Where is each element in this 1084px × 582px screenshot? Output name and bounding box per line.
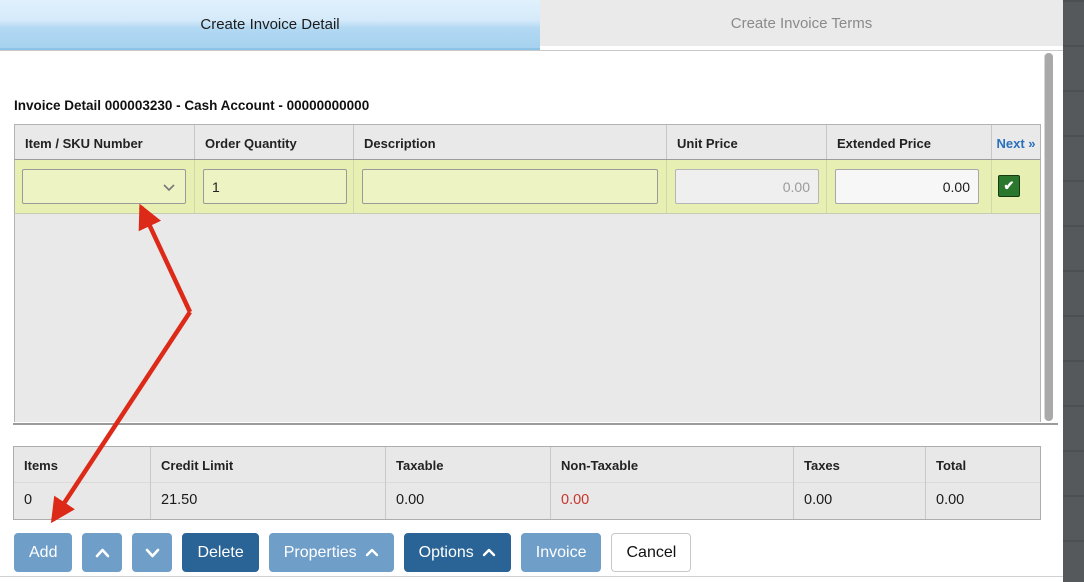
move-up-button[interactable] [82,533,123,572]
action-toolbar: Add Delete Properties Options Invoice Ca… [14,533,692,572]
summary-label: Taxes [794,447,925,483]
cancel-button-label: Cancel [626,543,677,561]
properties-button[interactable]: Properties [268,533,394,572]
summary-value: 0.00 [804,492,833,508]
invoice-button[interactable]: Invoice [520,533,602,572]
empty-table-area [14,214,1041,422]
summary-taxable: Taxable 0.00 [385,447,550,519]
chevron-up-icon [95,548,110,558]
summary-credit-limit: Credit Limit 21.50 [150,447,385,519]
tab-create-invoice-detail[interactable]: Create Invoice Detail [0,0,540,50]
delete-button-label: Delete [197,543,244,561]
summary-value: 0.00 [936,492,965,508]
col-header-order-quantity: Order Quantity [194,125,353,159]
summary-label: Total [926,447,1040,483]
summary-total: Total 0.00 [925,447,1040,519]
col-header-unit-price: Unit Price [666,125,826,159]
summary-label: Credit Limit [151,447,385,483]
summary-non-taxable: Non-Taxable 0.00 [550,447,793,519]
col-header-item-sku: Item / SKU Number [25,136,143,151]
invoice-button-label: Invoice [535,543,587,561]
move-down-button[interactable] [132,533,173,572]
chevron-up-icon [365,548,379,557]
item-sku-select[interactable] [22,169,186,204]
add-button-label: Add [29,543,58,561]
summary-value: 0 [24,492,33,508]
chevron-down-icon [145,548,160,558]
tab-separator [0,50,1063,51]
summary-taxes: Taxes 0.00 [793,447,925,519]
next-link[interactable]: Next » [991,125,1040,159]
invoice-detail-heading: Invoice Detail 000003230 - Cash Account … [14,98,370,113]
checkmark-icon: ✔ [1003,178,1015,193]
options-button[interactable]: Options [403,533,511,572]
order-quantity-input[interactable] [203,169,347,204]
summary-value: 0.00 [396,492,425,508]
summary-value: 0.00 [561,492,590,508]
detail-table-header: Item / SKU Number Order Quantity Descrip… [14,124,1041,160]
invoice-summary-table: Items 0 Credit Limit 21.50 Taxable 0.00 … [13,446,1041,520]
detail-scroll-area: Invoice Detail 000003230 - Cash Account … [13,51,1058,425]
cancel-button[interactable]: Cancel [611,533,692,572]
row-selected-checkbox[interactable]: ✔ [998,175,1020,197]
unit-price-input [675,169,819,204]
tab-label: Create Invoice Terms [730,14,873,32]
tab-label: Create Invoice Detail [200,15,340,33]
col-header-description: Description [353,125,666,159]
add-button[interactable]: Add [14,533,73,572]
summary-label: Non-Taxable [551,447,793,483]
chevron-down-icon [163,184,175,192]
chevron-up-icon [482,548,496,557]
extended-price-input[interactable] [835,169,979,204]
tab-bar: Create Invoice Detail Create Invoice Ter… [0,0,1063,50]
invoice-line-row: ✔ [14,160,1041,214]
tab-create-invoice-terms[interactable]: Create Invoice Terms [540,0,1063,46]
delete-button[interactable]: Delete [182,533,259,572]
summary-label: Taxable [386,447,550,483]
options-button-label: Options [418,543,474,561]
col-header-extended-price: Extended Price [826,125,991,159]
vertical-scrollbar[interactable] [1045,53,1053,421]
summary-value: 21.50 [161,492,198,508]
summary-label: Items [14,447,150,483]
summary-items: Items 0 [14,447,150,519]
invoice-detail-table: Item / SKU Number Order Quantity Descrip… [14,124,1041,422]
page-backdrop [1063,0,1084,582]
description-input[interactable] [362,169,658,204]
properties-button-label: Properties [283,543,357,561]
modal-bottom-border [0,576,1063,577]
